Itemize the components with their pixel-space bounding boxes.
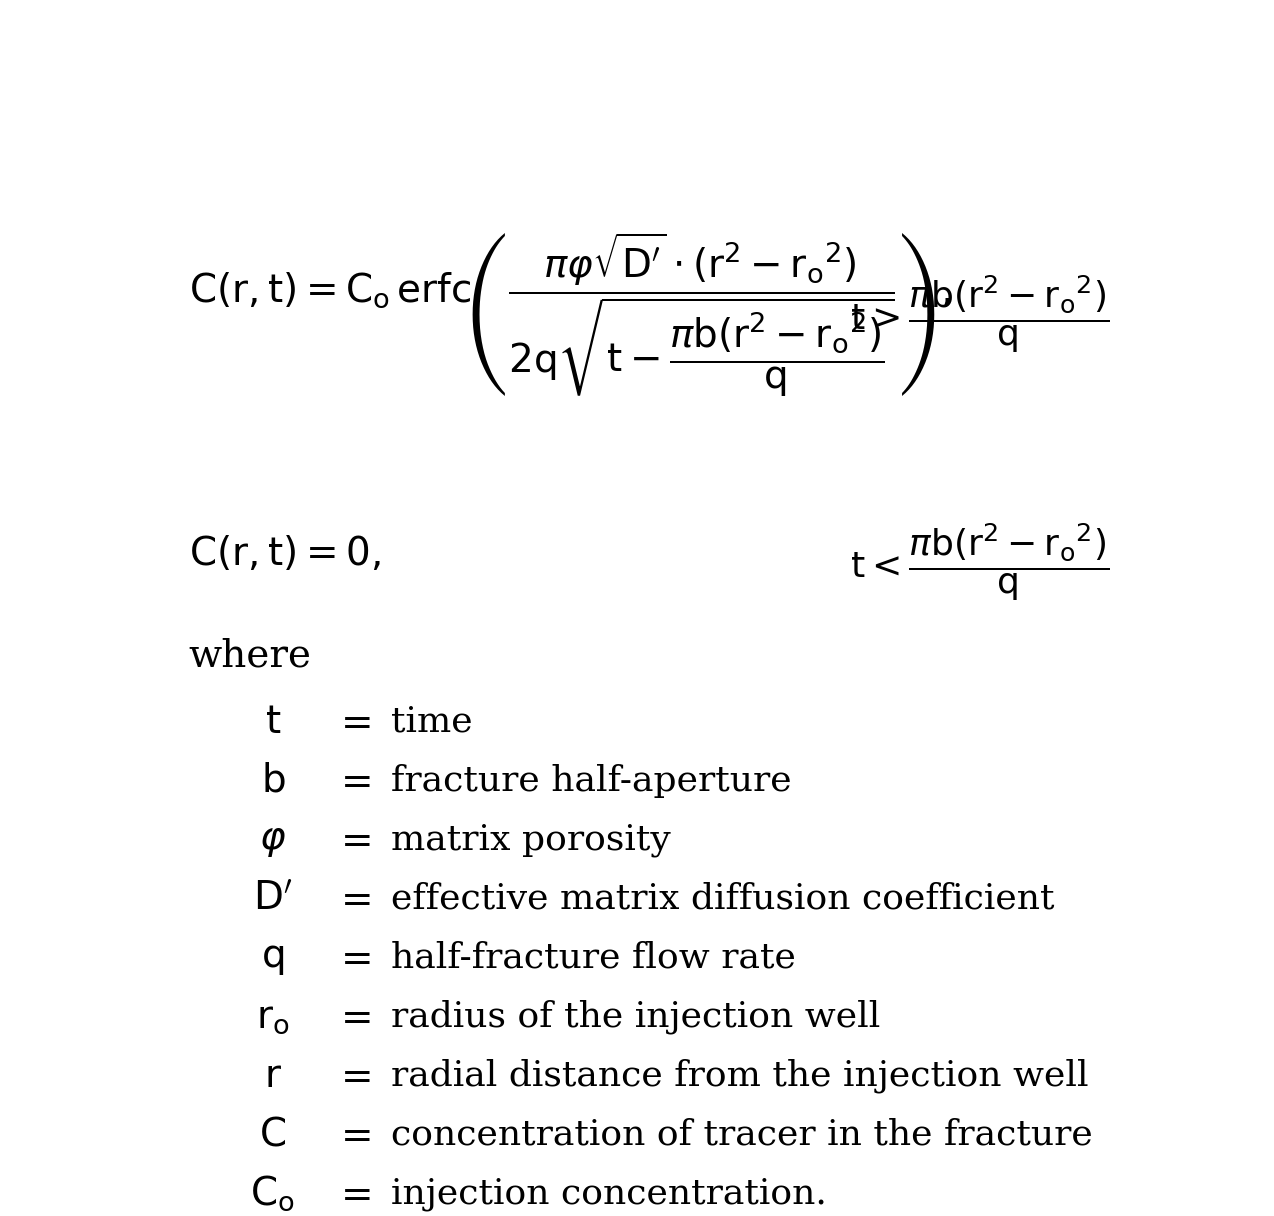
Text: $=$: $=$ <box>333 703 371 741</box>
Text: effective matrix diffusion coefficient: effective matrix diffusion coefficient <box>391 882 1055 916</box>
Text: radius of the injection well: radius of the injection well <box>391 1000 880 1034</box>
Text: where: where <box>189 637 312 675</box>
Text: $=$: $=$ <box>333 1175 371 1212</box>
Text: $\mathrm{C(r,t) = 0,}$: $\mathrm{C(r,t) = 0,}$ <box>189 534 381 573</box>
Text: matrix porosity: matrix porosity <box>391 823 671 857</box>
Text: radial distance from the injection well: radial distance from the injection well <box>391 1058 1089 1093</box>
Text: $=$: $=$ <box>333 821 371 858</box>
Text: fracture half-aperture: fracture half-aperture <box>391 764 792 798</box>
Text: $=$: $=$ <box>333 879 371 918</box>
Text: $=$: $=$ <box>333 997 371 1036</box>
Text: $\mathrm{q}$: $\mathrm{q}$ <box>261 939 284 976</box>
Text: $\mathrm{D'}$: $\mathrm{D'}$ <box>254 879 293 918</box>
Text: $\mathrm{C(r,t) = C_o\,erfc}\!\left(\dfrac{\pi\varphi\sqrt{\mathrm{D'}}\cdot(\ma: $\mathrm{C(r,t) = C_o\,erfc}\!\left(\dfr… <box>189 230 950 399</box>
Text: $=$: $=$ <box>333 761 371 800</box>
Text: $\varphi$: $\varphi$ <box>259 821 287 858</box>
Text: $\mathrm{C}$: $\mathrm{C}$ <box>260 1115 287 1154</box>
Text: $\mathrm{t} > \dfrac{\pi\mathrm{b}(\mathrm{r}^{2}-\mathrm{r_o}^{2})}{\mathrm{q}}: $\mathrm{t} > \dfrac{\pi\mathrm{b}(\math… <box>851 274 1110 355</box>
Text: $=$: $=$ <box>333 939 371 976</box>
Text: half-fracture flow rate: half-fracture flow rate <box>391 941 796 975</box>
Text: $\mathrm{b}$: $\mathrm{b}$ <box>260 761 285 800</box>
Text: $\mathrm{C_o}$: $\mathrm{C_o}$ <box>251 1173 296 1214</box>
Text: $\mathrm{t} < \dfrac{\pi\mathrm{b}(\mathrm{r}^{2}-\mathrm{r_o}^{2})}{\mathrm{q}}: $\mathrm{t} < \dfrac{\pi\mathrm{b}(\math… <box>851 522 1110 603</box>
Text: $\mathrm{r_o}$: $\mathrm{r_o}$ <box>256 997 289 1036</box>
Text: time: time <box>391 705 473 739</box>
Text: concentration of tracer in the fracture: concentration of tracer in the fracture <box>391 1118 1093 1152</box>
Text: $=$: $=$ <box>333 1115 371 1154</box>
Text: $\mathrm{t}$: $\mathrm{t}$ <box>265 703 282 741</box>
Text: $\mathrm{r}$: $\mathrm{r}$ <box>264 1057 282 1094</box>
Text: $=$: $=$ <box>333 1057 371 1094</box>
Text: injection concentration.: injection concentration. <box>391 1177 827 1211</box>
